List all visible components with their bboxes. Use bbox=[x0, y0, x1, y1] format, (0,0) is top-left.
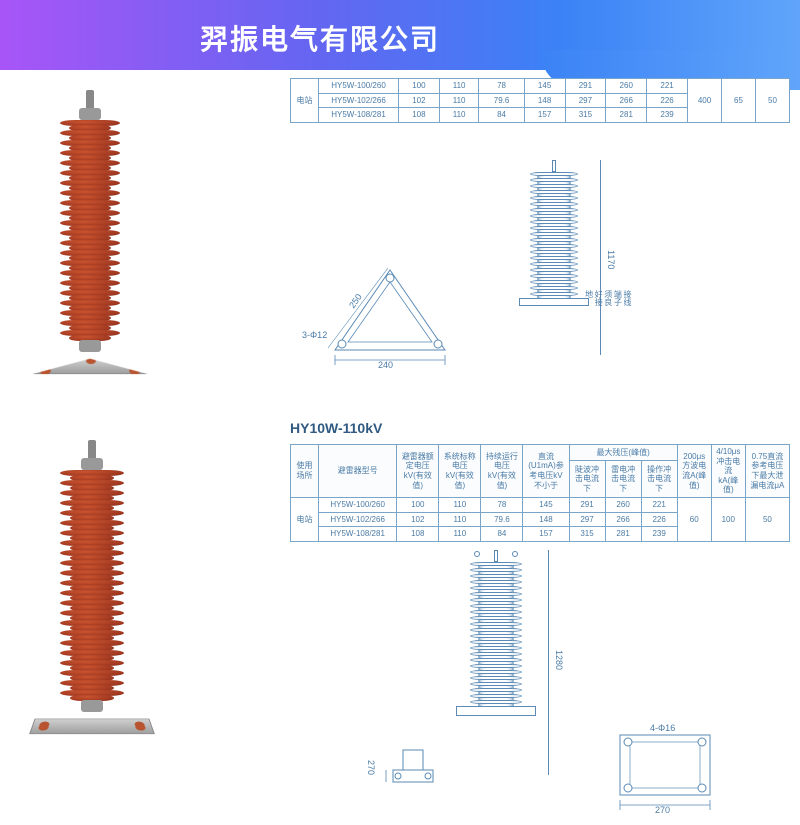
tech-base-2 bbox=[456, 706, 536, 716]
section-1: 电站HY5W-100/26010011078145291260221400655… bbox=[0, 70, 800, 400]
tech-arrester-1: 1170 接线端子须良好接地 bbox=[530, 160, 578, 306]
section-2: HY10W-110kV 使用场所避雷器型号避雷器额定电压kV(有效值)系统标称电… bbox=[0, 410, 800, 810]
base-drawing-1: 240 250 3-Φ12 bbox=[320, 260, 460, 375]
spec-table-2: 使用场所避雷器型号避雷器额定电压kV(有效值)系统标称电压kV(有效值)持续运行… bbox=[290, 444, 790, 542]
dim-line-h2 bbox=[548, 550, 549, 775]
base-triangle-svg bbox=[320, 260, 460, 370]
ground-note: 接线端子须良好接地 bbox=[584, 290, 632, 306]
tech-arrester-2: 1280 bbox=[470, 550, 522, 716]
bolt-spec-1: 3-Φ12 bbox=[302, 330, 327, 340]
height-label-1: 1170 bbox=[606, 250, 616, 269]
model-heading: HY10W-110kV bbox=[290, 420, 382, 436]
tech-terminal-top bbox=[552, 160, 556, 172]
dim-line-h1 bbox=[600, 160, 601, 355]
height-label-2: 1280 bbox=[554, 650, 564, 670]
header-banner: 羿振电气有限公司 bbox=[0, 0, 800, 70]
side-elev-svg bbox=[378, 730, 448, 800]
arrester-photo-1 bbox=[60, 90, 120, 378]
tech-terminal-top-2 bbox=[494, 550, 498, 562]
spec-table-1: 电站HY5W-100/26010011078145291260221400655… bbox=[290, 78, 790, 123]
tech-base-1 bbox=[519, 298, 589, 306]
company-name: 羿振电气有限公司 bbox=[200, 18, 440, 58]
bolt-spec-2: 4-Φ16 bbox=[650, 723, 675, 733]
base-drawing-2: 270 4-Φ16 bbox=[600, 720, 730, 825]
side-height-2: 270 bbox=[366, 760, 376, 775]
arrester-photo-2 bbox=[60, 440, 124, 738]
side-elev-2: 270 bbox=[378, 730, 448, 805]
base-width-1: 240 bbox=[378, 360, 393, 370]
content-area: 电站HY5W-100/26010011078145291260221400655… bbox=[0, 70, 800, 800]
base-width-2: 270 bbox=[655, 805, 670, 815]
